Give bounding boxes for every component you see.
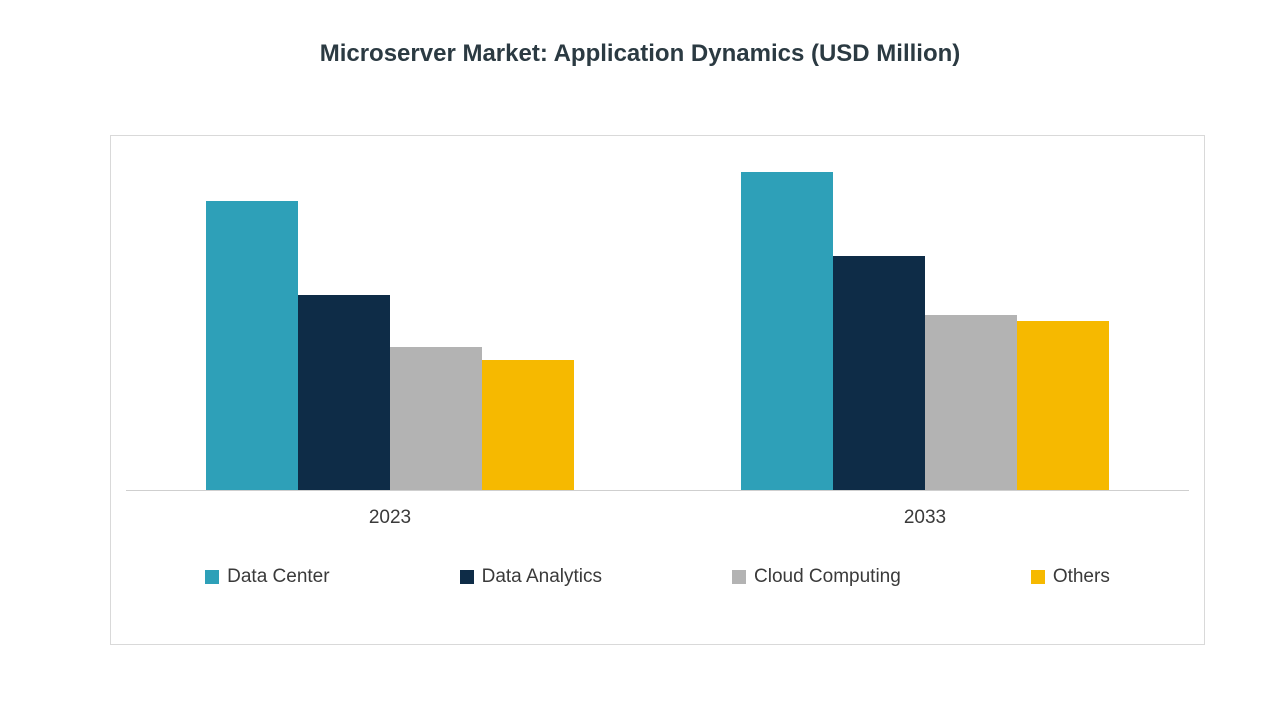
bar	[482, 360, 574, 490]
x-axis: 2023 2033	[126, 501, 1189, 531]
bar	[833, 256, 925, 490]
legend-label: Others	[1053, 566, 1110, 588]
bar	[741, 172, 833, 491]
bar	[298, 295, 390, 490]
legend-swatch	[732, 570, 746, 584]
bar	[925, 315, 1017, 491]
legend-item: Cloud Computing	[732, 566, 901, 588]
plot-area	[126, 166, 1189, 491]
legend-label: Data Center	[227, 566, 329, 588]
legend-item: Data Center	[205, 566, 329, 588]
legend: Data Center Data Analytics Cloud Computing…	[111, 566, 1204, 588]
chart-container: 2023 2033 Data Center Data Analytics Cloud …	[110, 135, 1205, 645]
x-axis-label: 2023	[369, 507, 411, 529]
legend-swatch	[1031, 570, 1045, 584]
legend-label: Cloud Computing	[754, 566, 901, 588]
bar-group	[206, 201, 574, 490]
bar-group	[741, 172, 1109, 491]
legend-swatch	[460, 570, 474, 584]
bar	[206, 201, 298, 490]
bar	[390, 347, 482, 490]
bar	[1017, 321, 1109, 490]
legend-item: Data Analytics	[460, 566, 602, 588]
page: Microserver Market: Application Dynamics…	[0, 0, 1280, 720]
chart-title: Microserver Market: Application Dynamics…	[0, 40, 1280, 68]
legend-swatch	[205, 570, 219, 584]
legend-item: Others	[1031, 566, 1110, 588]
x-axis-label: 2033	[904, 507, 946, 529]
legend-label: Data Analytics	[482, 566, 602, 588]
